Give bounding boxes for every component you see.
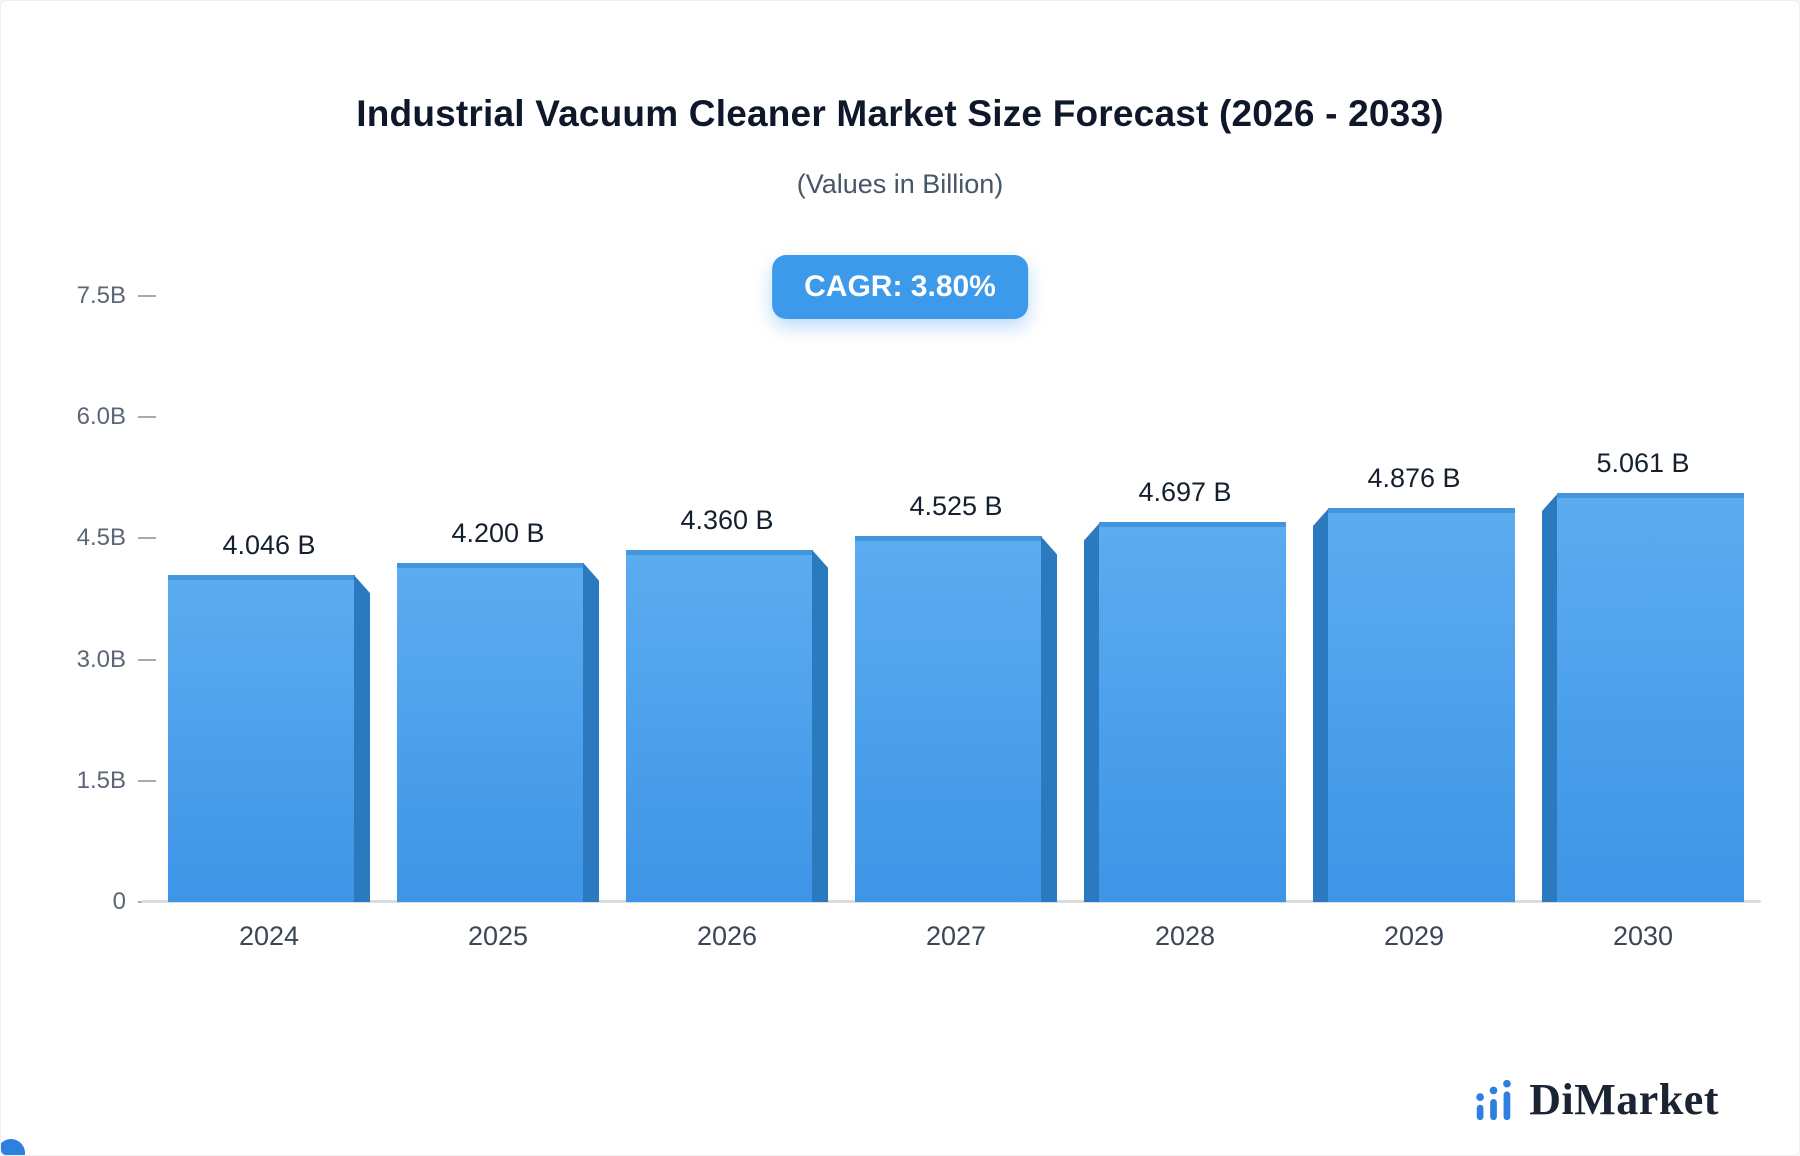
y-axis-tick: 6.0B (56, 403, 156, 431)
bar-value-label: 5.061 B (1596, 448, 1690, 479)
bar-side-shade (354, 575, 370, 902)
bar-2026 (626, 549, 828, 902)
bar-side-shade (583, 562, 599, 902)
bar-chart-logo-icon (1476, 1079, 1512, 1120)
plot-area: 4.046 B 2024 4.200 B 2025 4.360 B 2026 4.525 B… (141, 296, 1761, 951)
bar-face (397, 562, 584, 902)
bar-side-shade (1084, 522, 1100, 902)
bar-face (1099, 522, 1286, 902)
y-axis-tick: 1.5B (56, 767, 156, 795)
y-axis-tick-mark (138, 658, 156, 661)
bar-group-2026: 4.360 B 2026 (625, 296, 829, 951)
bar-group-2025: 4.200 B 2025 (396, 296, 600, 951)
y-axis-tick-mark (138, 537, 156, 540)
y-axis-tick-mark (138, 779, 156, 782)
chart-title: Industrial Vacuum Cleaner Market Size Fo… (356, 93, 1444, 134)
bar-value-label: 4.876 B (1367, 463, 1461, 494)
bar-2027 (855, 536, 1057, 902)
decorative-dot (1, 1139, 25, 1155)
bars-container: 4.046 B 2024 4.200 B 2025 4.360 B 2026 4.525 B… (161, 296, 1751, 951)
logo-text: DiMarket (1529, 1075, 1719, 1124)
bar-face (855, 536, 1042, 902)
x-axis-label: 2025 (467, 921, 529, 951)
y-axis-tick: 3.0B (56, 646, 156, 674)
bar-group-2028: 4.697 B 2028 (1083, 296, 1287, 951)
bar-value-label: 4.697 B (1138, 477, 1232, 508)
y-axis-label: 7.5B (76, 282, 126, 309)
bar-value-label: 4.360 B (680, 504, 774, 535)
bar-group-2029: 4.876 B 2029 (1312, 296, 1516, 951)
bar-2024 (168, 575, 370, 902)
bar-2025 (397, 562, 599, 902)
bar-value-label: 4.046 B (222, 530, 316, 561)
y-axis-tick: 7.5B (56, 282, 156, 310)
x-axis-label: 2030 (1612, 921, 1674, 951)
bar-2028 (1084, 522, 1286, 902)
dimarket-logo: DiMarket (1471, 1074, 1719, 1125)
y-axis-label: 1.5B (76, 766, 126, 794)
bar-face (626, 549, 813, 902)
y-axis: 7.5B 6.0B 4.5B 3.0B 1.5B 0 (56, 282, 206, 915)
y-axis-label: 3.0B (76, 645, 126, 673)
bar-side-shade (812, 549, 828, 902)
bar-chart: 7.5B 6.0B 4.5B 3.0B 1.5B 0 4.046 B 2024 4.200 B… (56, 282, 1761, 951)
bar-face (1557, 493, 1744, 902)
bar-value-label: 4.200 B (451, 517, 545, 548)
y-axis-tick: 4.5B (56, 524, 156, 552)
x-axis-label: 2028 (1154, 921, 1216, 951)
y-axis-tick-mark (138, 416, 156, 419)
bar-side-shade (1542, 493, 1558, 902)
bar-2029 (1313, 508, 1515, 902)
chart-subtitle: (Values in Billion) (796, 169, 1004, 199)
x-axis-label: 2024 (238, 921, 300, 951)
bar-face (1328, 508, 1515, 902)
bar-group-2024: 4.046 B 2024 (167, 296, 371, 951)
bar-face (168, 575, 355, 902)
x-axis-label: 2029 (1383, 921, 1445, 951)
bar-group-2027: 4.525 B 2027 (854, 296, 1058, 951)
bar-group-2030: 5.061 B 2030 (1541, 296, 1745, 951)
bar-value-label: 4.525 B (909, 491, 1003, 522)
bar-2030 (1542, 493, 1744, 902)
y-axis-label: 4.5B (76, 524, 126, 552)
y-axis-tick-mark (138, 295, 156, 297)
bar-side-shade (1313, 508, 1329, 902)
y-axis-label: 6.0B (76, 403, 126, 431)
cagr-badge: CAGR: 3.80% (772, 255, 1028, 319)
bar-side-shade (1041, 536, 1057, 902)
x-axis-label: 2027 (925, 921, 987, 951)
x-axis-label: 2026 (696, 921, 758, 951)
y-axis-label: 0 (112, 888, 126, 915)
